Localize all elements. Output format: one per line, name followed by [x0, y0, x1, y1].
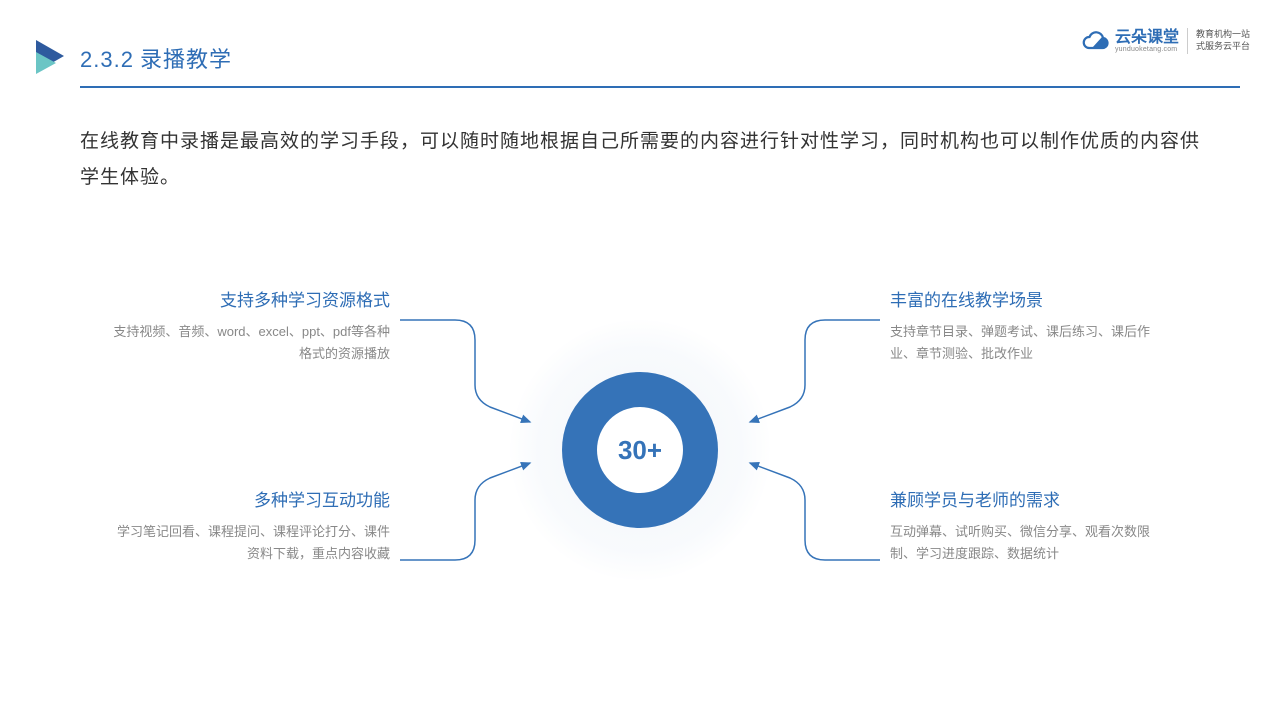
logo-tagline: 教育机构一站 式服务云平台 — [1196, 29, 1250, 52]
feature-desc: 支持章节目录、弹题考试、课后练习、课后作业、章节测验、批改作业 — [890, 321, 1170, 365]
title-underline — [80, 86, 1240, 88]
section-title-text: 录播教学 — [140, 47, 232, 72]
logo-divider — [1187, 28, 1188, 54]
logo-brand: 云朵课堂 — [1115, 30, 1179, 46]
center-ring: 30+ — [510, 320, 770, 580]
feature-top-right: 丰富的在线教学场景 支持章节目录、弹题考试、课后练习、课后作业、章节测验、批改作… — [890, 286, 1170, 365]
section-number: 2.3.2 — [80, 47, 134, 72]
feature-top-left: 支持多种学习资源格式 支持视频、音频、word、excel、ppt、pdf等各种… — [110, 286, 390, 365]
feature-title: 丰富的在线教学场景 — [890, 286, 1170, 311]
feature-diagram: 30+ 支持多种学习资源格式 支持视频、音频、word、excel、ppt、pd… — [0, 260, 1280, 640]
intro-paragraph: 在线教育中录播是最高效的学习手段，可以随时随地根据自己所需要的内容进行针对性学习… — [0, 88, 1280, 196]
feature-title: 兼顾学员与老师的需求 — [890, 486, 1170, 511]
feature-title: 多种学习互动功能 — [110, 486, 390, 511]
feature-bottom-left: 多种学习互动功能 学习笔记回看、课程提问、课程评论打分、课件资料下载，重点内容收… — [110, 486, 390, 565]
center-value: 30+ — [597, 407, 683, 493]
cloud-icon — [1081, 29, 1111, 53]
logo-domain: yunduoketang.com — [1115, 46, 1179, 53]
section-title: 2.3.2录播教学 — [80, 42, 1200, 84]
feature-desc: 学习笔记回看、课程提问、课程评论打分、课件资料下载，重点内容收藏 — [110, 521, 390, 565]
play-icon — [32, 36, 72, 76]
brand-logo: 云朵课堂 yunduoketang.com 教育机构一站 式服务云平台 — [1081, 28, 1250, 54]
feature-title: 支持多种学习资源格式 — [110, 286, 390, 311]
feature-desc: 支持视频、音频、word、excel、ppt、pdf等各种格式的资源播放 — [110, 321, 390, 365]
feature-bottom-right: 兼顾学员与老师的需求 互动弹幕、试听购买、微信分享、观看次数限制、学习进度跟踪、… — [890, 486, 1170, 565]
feature-desc: 互动弹幕、试听购买、微信分享、观看次数限制、学习进度跟踪、数据统计 — [890, 521, 1170, 565]
